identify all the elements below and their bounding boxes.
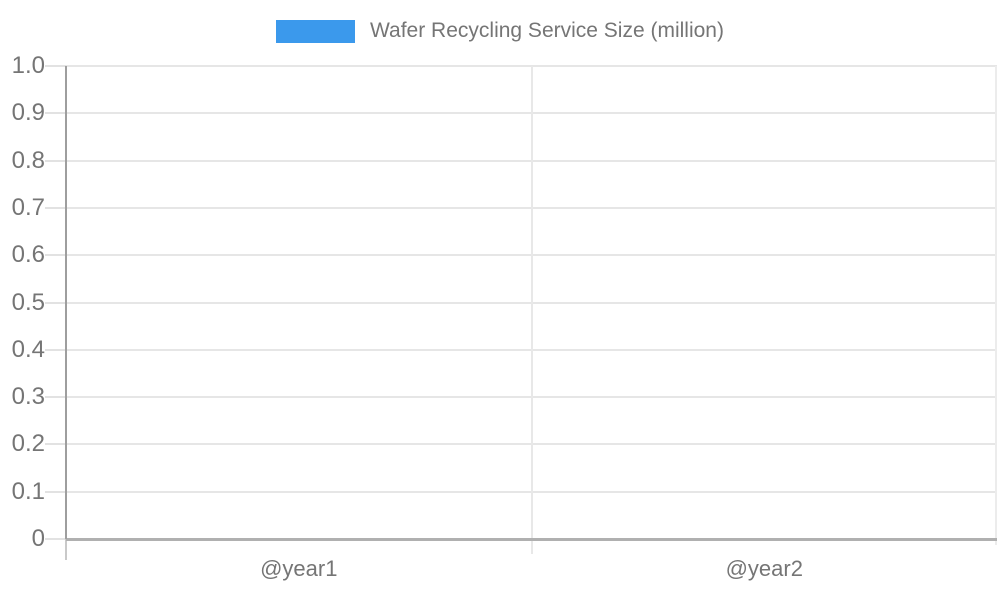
- y-tick: [45, 206, 66, 209]
- y-tick-label: 0.2: [11, 430, 45, 458]
- y-tick-label: 0.5: [11, 288, 45, 316]
- legend-swatch: [276, 19, 355, 43]
- category-separator: [530, 66, 533, 554]
- x-category-label: @year1: [260, 556, 338, 581]
- y-tick: [45, 490, 66, 493]
- legend-label: Wafer Recycling Service Size (million): [370, 19, 724, 42]
- y-tick: [45, 159, 66, 162]
- y-tick-label: 0.4: [11, 335, 45, 363]
- legend: Wafer Recycling Service Size (million): [0, 19, 1000, 43]
- y-tick-label: 0: [31, 525, 45, 552]
- y-tick: [45, 112, 66, 115]
- plot-right-border: [995, 66, 997, 545]
- y-tick-label: 0.3: [11, 383, 45, 411]
- y-tick: [45, 65, 66, 67]
- baseline: [66, 538, 997, 541]
- y-tick: [45, 443, 66, 446]
- y-tick-label: 1.0: [11, 52, 45, 79]
- y-axis-extension: [65, 539, 67, 560]
- y-tick: [45, 538, 66, 540]
- x-category-label: @year2: [725, 556, 803, 581]
- y-tick: [45, 396, 66, 399]
- y-tick: [45, 301, 66, 304]
- y-tick-label: 0.8: [11, 146, 45, 174]
- y-tick-label: 0.1: [11, 477, 45, 505]
- y-tick: [45, 254, 66, 257]
- plot-area: [66, 65, 997, 554]
- y-tick-label: 0.7: [11, 193, 45, 221]
- y-axis-line: [65, 66, 67, 539]
- y-tick-label: 0.9: [11, 99, 45, 127]
- y-tick: [45, 348, 66, 351]
- y-tick-label: 0.6: [11, 241, 45, 269]
